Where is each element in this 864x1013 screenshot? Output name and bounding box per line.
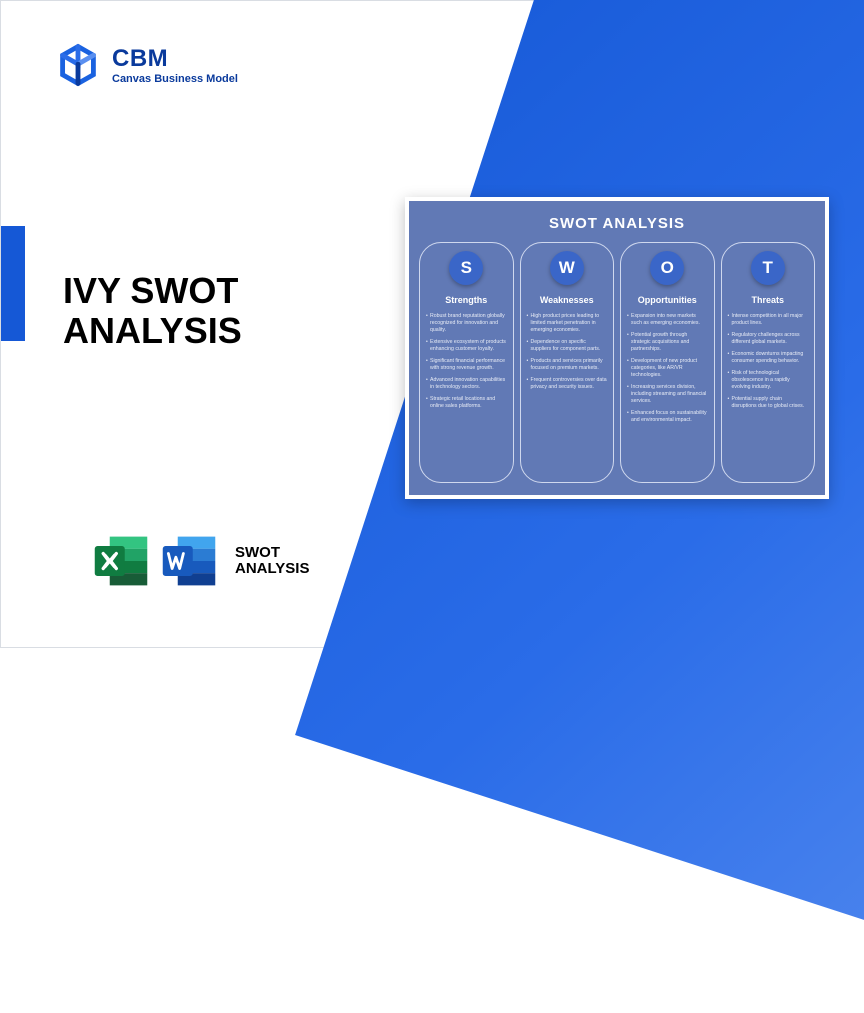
list-item: Robust brand reputation globally recogni… bbox=[426, 313, 507, 334]
swot-letter: T bbox=[751, 251, 785, 285]
swot-card: SWOT ANALYSIS S Strengths Robust brand r… bbox=[405, 197, 829, 499]
swot-list: High product prices leading to limited m… bbox=[527, 313, 608, 396]
list-item: Regulatory challenges across different g… bbox=[728, 332, 809, 346]
logo-brand: CBM bbox=[112, 45, 238, 73]
swot-col-weaknesses: W Weaknesses High product prices leading… bbox=[520, 242, 615, 483]
logo-icon bbox=[56, 43, 100, 87]
swot-col-opportunities: O Opportunities Expansion into new marke… bbox=[620, 242, 715, 483]
file-label: SWOT ANALYSIS bbox=[235, 545, 309, 578]
list-item: Potential supply chain disruptions due t… bbox=[728, 396, 809, 410]
excel-icon bbox=[91, 531, 151, 591]
swot-list: Robust brand reputation globally recogni… bbox=[426, 313, 507, 415]
background-band bbox=[295, 0, 864, 1013]
list-item: Economic downturns impacting consumer sp… bbox=[728, 351, 809, 365]
list-item: Extensive ecosystem of products enhancin… bbox=[426, 339, 507, 353]
swot-heading: Strengths bbox=[445, 295, 487, 305]
swot-heading: Threats bbox=[751, 295, 784, 305]
list-item: Risk of technological obsolescence in a … bbox=[728, 370, 809, 391]
left-accent-bar bbox=[1, 226, 25, 341]
list-item: Products and services primarily focused … bbox=[527, 358, 608, 372]
list-item: Intense competition in all major product… bbox=[728, 313, 809, 327]
logo-block: CBM Canvas Business Model bbox=[56, 43, 238, 87]
swot-list: Expansion into new markets such as emerg… bbox=[627, 313, 708, 429]
list-item: Development of new product categories, l… bbox=[627, 358, 708, 379]
list-item: Strategic retail locations and online sa… bbox=[426, 396, 507, 410]
list-item: Increasing services division, including … bbox=[627, 384, 708, 405]
word-icon bbox=[159, 531, 219, 591]
list-item: Enhanced focus on sustainability and env… bbox=[627, 410, 708, 424]
list-item: Potential growth through strategic acqui… bbox=[627, 332, 708, 353]
swot-col-strengths: S Strengths Robust brand reputation glob… bbox=[419, 242, 514, 483]
swot-columns: S Strengths Robust brand reputation glob… bbox=[419, 242, 815, 483]
list-item: Frequent controversies over data privacy… bbox=[527, 377, 608, 391]
page-title: IVY SWOT ANALYSIS bbox=[63, 271, 242, 350]
list-item: Significant financial performance with s… bbox=[426, 358, 507, 372]
file-row: SWOT ANALYSIS bbox=[91, 531, 309, 591]
swot-col-threats: T Threats Intense competition in all maj… bbox=[721, 242, 816, 483]
swot-letter: O bbox=[650, 251, 684, 285]
swot-letter: W bbox=[550, 251, 584, 285]
swot-letter: S bbox=[449, 251, 483, 285]
list-item: Dependence on specific suppliers for com… bbox=[527, 339, 608, 353]
list-item: Advanced innovation capabilities in tech… bbox=[426, 377, 507, 391]
swot-heading: Weaknesses bbox=[540, 295, 594, 305]
swot-title: SWOT ANALYSIS bbox=[419, 215, 815, 232]
swot-heading: Opportunities bbox=[638, 295, 697, 305]
list-item: Expansion into new markets such as emerg… bbox=[627, 313, 708, 327]
list-item: High product prices leading to limited m… bbox=[527, 313, 608, 334]
swot-list: Intense competition in all major product… bbox=[728, 313, 809, 415]
logo-subtitle: Canvas Business Model bbox=[112, 73, 238, 85]
